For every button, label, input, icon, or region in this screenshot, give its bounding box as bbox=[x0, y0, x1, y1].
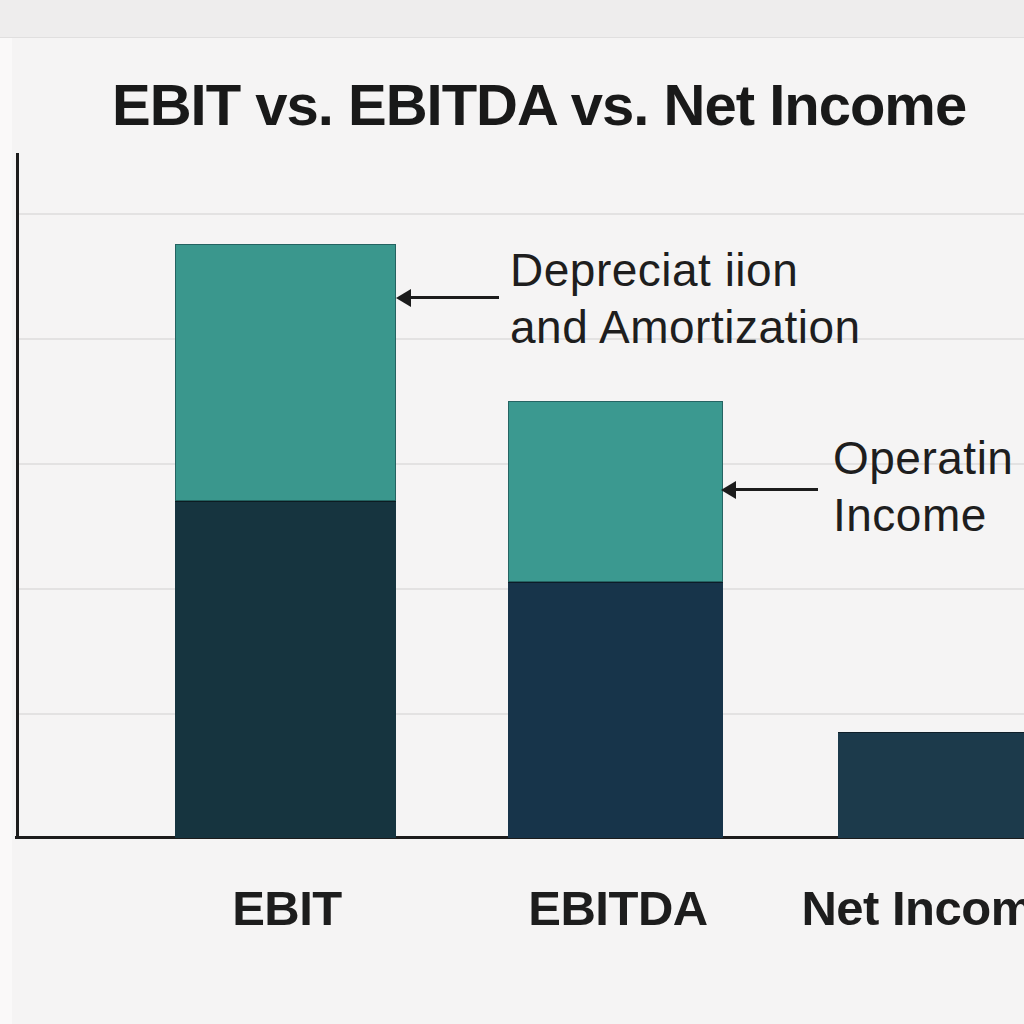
bar-ebit-dark-segment bbox=[175, 501, 396, 839]
annotation-operating-income: Operatin Income bbox=[833, 430, 1013, 544]
x-label-ebitda: EBITDA bbox=[528, 880, 707, 936]
annotation-line: Operatin bbox=[833, 430, 1013, 487]
bar-ebitda-dark-segment bbox=[508, 582, 723, 838]
annotation-depreciation-amortization: Depreciat iion and Amortization bbox=[510, 242, 861, 356]
arrow-head-icon bbox=[396, 289, 411, 307]
arrow-shaft bbox=[407, 296, 499, 299]
x-label-net-income: Net Income bbox=[801, 880, 1024, 936]
annotation-line: Depreciat iion bbox=[510, 242, 861, 299]
annotation-line: Income bbox=[833, 487, 1013, 544]
bar-ebit-teal-segment bbox=[175, 244, 396, 500]
y-axis-line bbox=[16, 153, 19, 838]
gridline bbox=[17, 213, 1024, 215]
bar-ebitda-teal-segment bbox=[508, 401, 723, 582]
x-label-ebit: EBIT bbox=[232, 880, 342, 936]
bar-net-income-dark-segment bbox=[838, 732, 1024, 838]
arrow-head-icon bbox=[721, 481, 736, 499]
annotation-line: and Amortization bbox=[510, 299, 861, 356]
arrow-shaft bbox=[732, 488, 818, 491]
